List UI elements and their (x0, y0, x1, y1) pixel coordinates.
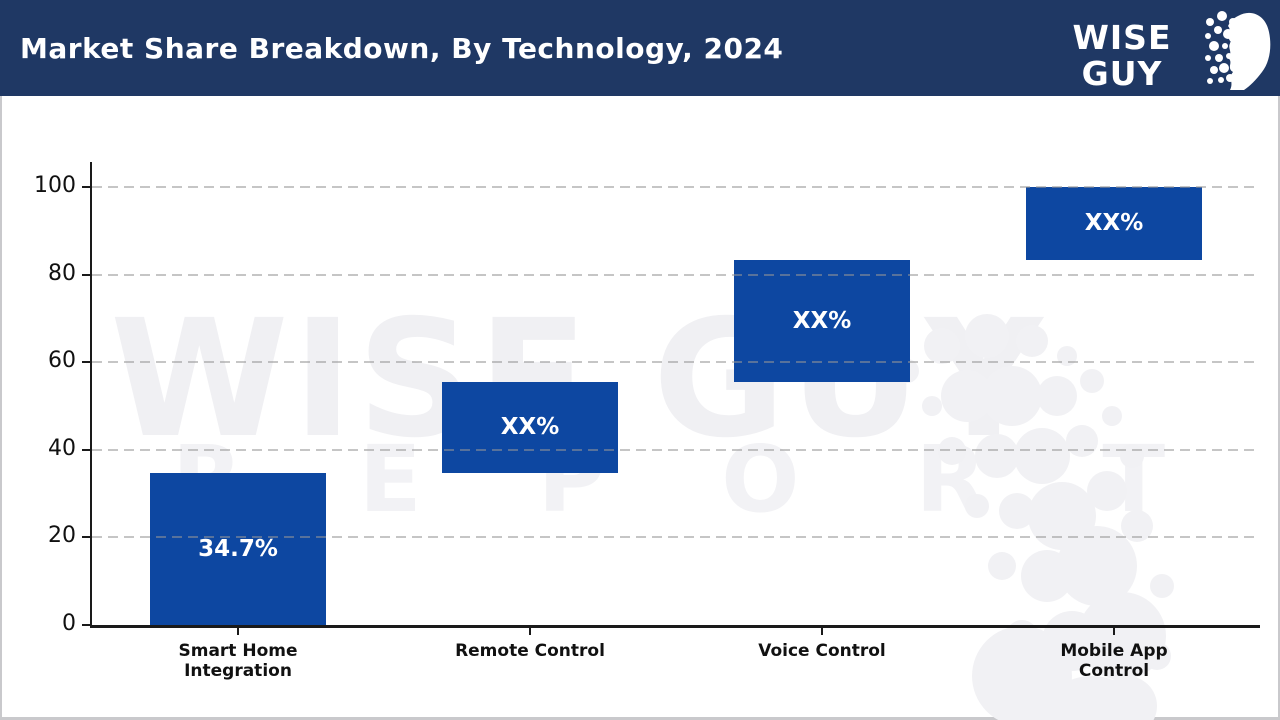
y-tick-mark (82, 624, 90, 626)
x-tick-mark (237, 628, 239, 635)
bar-value-label: XX% (1084, 210, 1144, 237)
x-tick-mark (1113, 628, 1115, 635)
bar-value-label: 34.7% (198, 535, 278, 562)
gridline (92, 361, 1260, 364)
y-tick-mark (82, 273, 90, 276)
category-label: Mobile App Control (1060, 641, 1168, 681)
category-label: Voice Control (758, 641, 886, 661)
y-tick-label: 100 (34, 173, 76, 198)
y-tick-mark (82, 361, 90, 364)
chart-area: WISE GUY R E P O R T S 0 20 40 60 80 100 34.7%… (0, 96, 1280, 720)
y-tick-label: 60 (48, 348, 76, 374)
gridline (92, 536, 1260, 539)
y-tick-label: 0 (62, 611, 76, 636)
y-tick-label: 20 (48, 523, 76, 549)
x-axis-line (90, 625, 1260, 628)
bar-segment: 34.7% (150, 473, 326, 625)
bar-segment: XX% (1026, 187, 1202, 260)
gridline (92, 273, 1260, 276)
y-tick-mark (82, 536, 90, 539)
y-tick-mark (82, 448, 90, 451)
logo-wordmark: WISE GUY (1072, 18, 1172, 93)
y-tick-label: 80 (48, 260, 76, 286)
bar-value-label: XX% (792, 307, 852, 334)
page-title: Market Share Breakdown, By Technology, 2… (20, 31, 784, 65)
y-axis-line (90, 162, 92, 627)
gridline (92, 448, 1260, 451)
category-label: Smart Home Integration (178, 641, 298, 681)
bar-value-label: XX% (500, 414, 560, 441)
x-tick-mark (529, 628, 531, 635)
bar-segment: XX% (734, 259, 910, 382)
category-label: Remote Control (455, 641, 605, 661)
y-tick-label: 40 (48, 435, 76, 461)
bar-segment: XX% (442, 381, 618, 473)
y-tick-mark (82, 186, 90, 188)
x-tick-mark (821, 628, 823, 635)
logo-head-icon (1205, 11, 1271, 90)
gridline (92, 186, 1260, 188)
